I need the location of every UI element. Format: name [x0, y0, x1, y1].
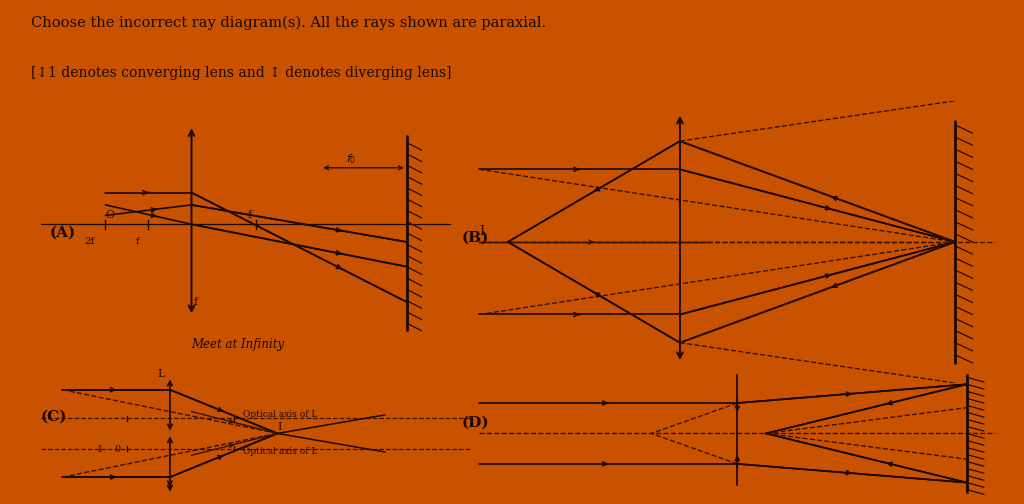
Text: Optical axis of L: Optical axis of L — [243, 447, 317, 456]
Text: 0: 0 — [114, 445, 120, 454]
Text: 1: 1 — [97, 445, 103, 454]
Text: I: I — [479, 225, 484, 238]
Text: [↕1 denotes converging lens and ↕ denotes diverging lens]: [↕1 denotes converging lens and ↕ denote… — [31, 66, 452, 80]
Text: O: O — [105, 210, 115, 220]
Text: $f_0$: $f_0$ — [346, 153, 356, 166]
Text: (A): (A) — [49, 225, 76, 239]
Text: (D): (D) — [462, 416, 489, 430]
Text: f: f — [135, 237, 139, 245]
Text: Optical axis of L: Optical axis of L — [243, 410, 317, 419]
Text: Choose the incorrect ray diagram(s). All the rays shown are paraxial.: Choose the incorrect ray diagram(s). All… — [31, 15, 546, 30]
Text: (B): (B) — [462, 231, 489, 245]
Text: f: f — [248, 210, 252, 220]
Text: L: L — [157, 368, 165, 379]
Text: Meet at Infinity: Meet at Infinity — [191, 338, 285, 351]
Text: I: I — [278, 422, 282, 432]
Text: 2f: 2f — [84, 237, 94, 245]
Text: (C): (C) — [41, 409, 68, 423]
Text: f: f — [194, 297, 198, 307]
